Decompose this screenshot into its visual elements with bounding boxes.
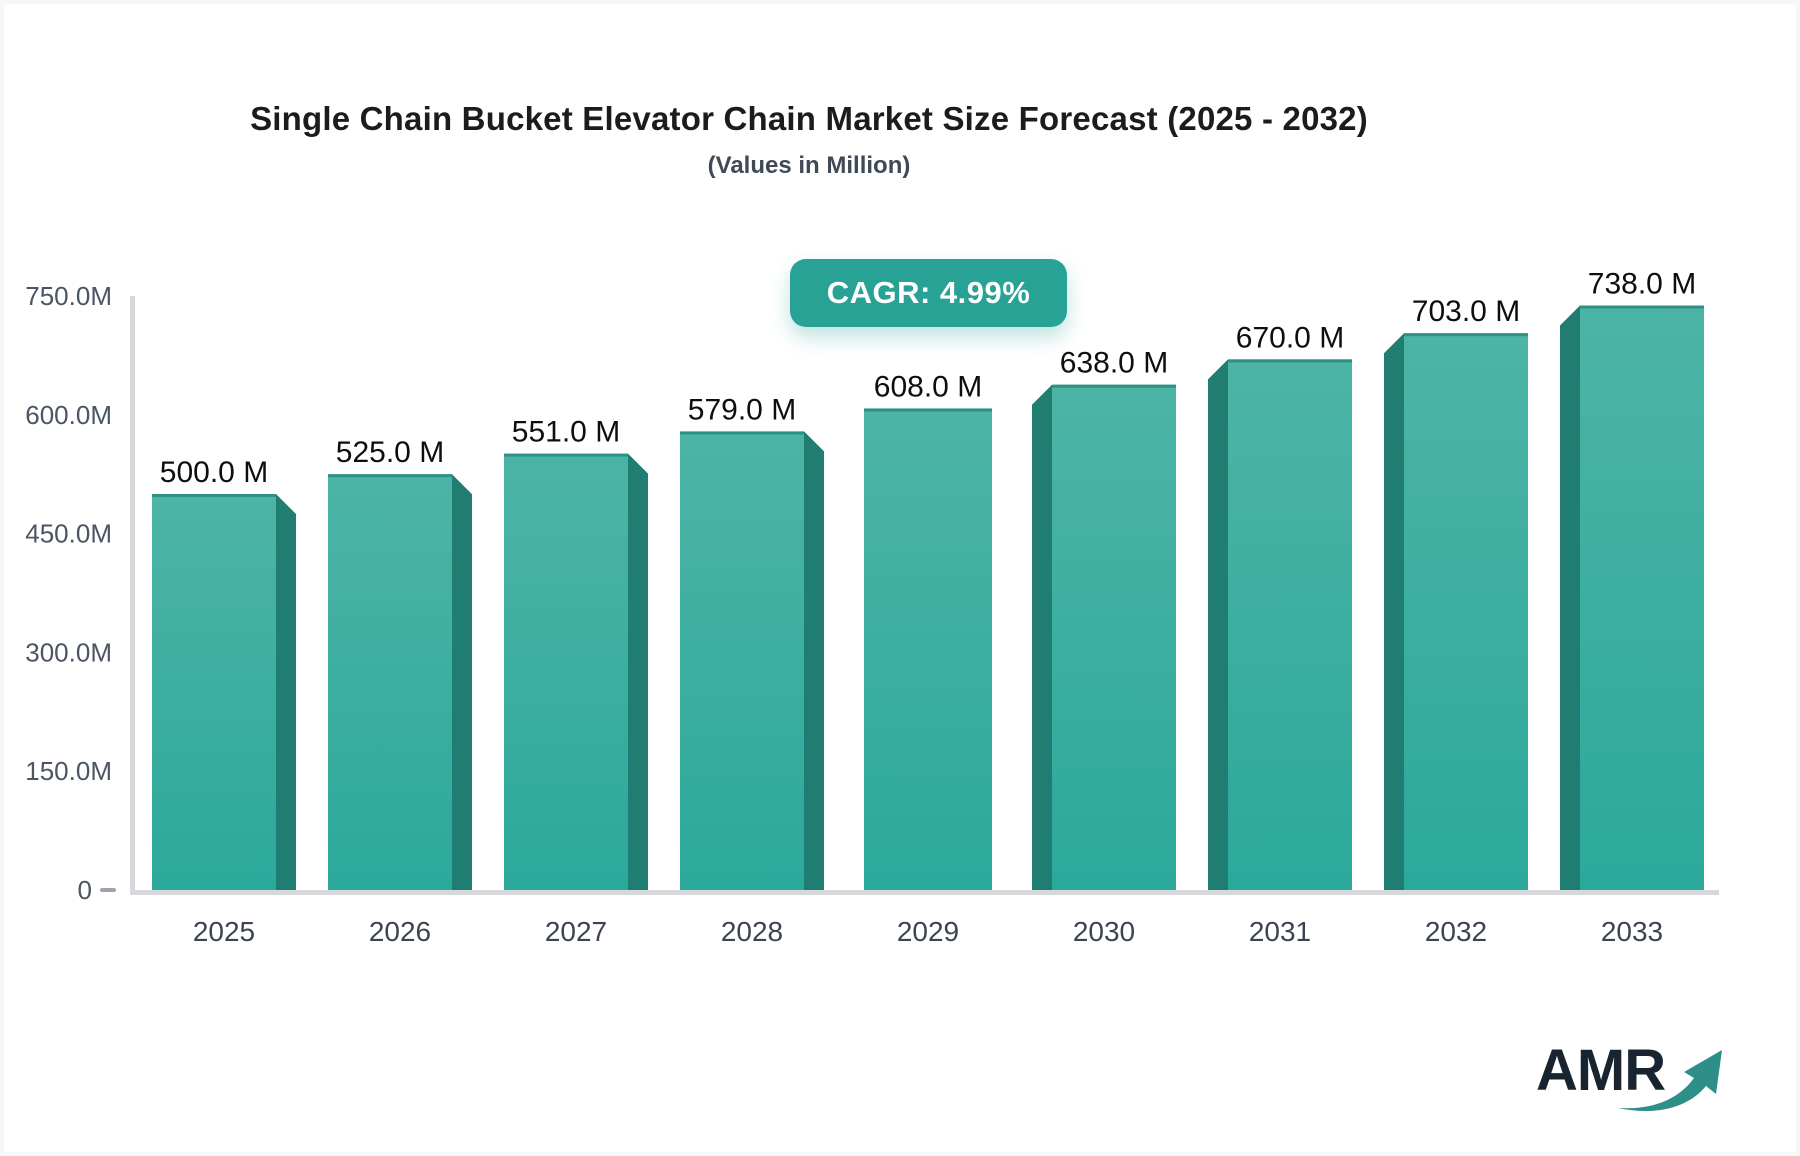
bar-side-face xyxy=(804,431,824,890)
bar xyxy=(152,494,276,890)
x-tick-label: 2026 xyxy=(369,916,431,947)
bar-value-label: 608.0 M xyxy=(874,370,982,403)
y-tick-label: 750.0M xyxy=(25,281,112,311)
cagr-badge: CAGR: 4.99% xyxy=(790,259,1067,327)
bar-top-edge xyxy=(1404,333,1528,337)
bar xyxy=(1404,333,1528,890)
bar xyxy=(1580,305,1704,890)
bar-top-edge xyxy=(864,408,992,412)
x-tick-label: 2033 xyxy=(1601,916,1663,947)
amr-logo-text: AMR xyxy=(1536,1038,1666,1103)
bar-value-label: 579.0 M xyxy=(688,393,796,426)
chart-title: Single Chain Bucket Elevator Chain Marke… xyxy=(250,100,1368,137)
bar-side-face xyxy=(276,494,296,890)
bar-side-face xyxy=(1384,333,1404,890)
y-tick-label: 600.0M xyxy=(25,400,112,430)
bar xyxy=(328,474,452,890)
bar-side-face xyxy=(628,453,648,890)
bar-top-edge xyxy=(1228,359,1352,363)
bar-top-edge xyxy=(328,474,452,478)
bar-value-label: 738.0 M xyxy=(1588,268,1696,301)
bar-top-edge xyxy=(1052,384,1176,388)
bar-value-label: 525.0 M xyxy=(336,436,444,469)
bar-side-face xyxy=(452,474,472,890)
bar xyxy=(864,408,992,890)
bar-side-face xyxy=(1032,384,1052,890)
bar-value-label: 670.0 M xyxy=(1236,321,1344,354)
y-tick-label: 450.0M xyxy=(25,519,112,549)
bar-value-label: 638.0 M xyxy=(1060,347,1168,380)
chart-subtitle: (Values in Million) xyxy=(707,152,911,179)
growth-arrow-icon xyxy=(1618,1050,1722,1112)
bar-chart: 0 150.0M 300.0M 450.0M 600.0M 750.0M 500.0 M 20… xyxy=(25,268,1719,947)
bar xyxy=(1052,384,1176,890)
bar-top-edge xyxy=(504,453,628,457)
bar xyxy=(1228,359,1352,890)
x-tick-label: 2032 xyxy=(1425,916,1487,947)
x-tick-label: 2028 xyxy=(721,916,783,947)
bar-top-edge xyxy=(1580,305,1704,309)
y-tick-label: 150.0M xyxy=(25,756,112,786)
y-axis-line xyxy=(130,296,135,890)
y-tick-label: 0 xyxy=(78,875,92,905)
x-axis-line xyxy=(130,890,1719,895)
bar-top-edge xyxy=(680,431,804,435)
bar xyxy=(680,431,804,890)
x-tick-label: 2025 xyxy=(193,916,255,947)
bar-top-edge xyxy=(152,494,276,497)
amr-logo: AMR xyxy=(1536,1042,1736,1132)
x-tick-label: 2030 xyxy=(1073,916,1135,947)
bar-side-face xyxy=(1208,359,1228,890)
x-tick-label: 2031 xyxy=(1249,916,1311,947)
x-tick-label: 2029 xyxy=(897,916,959,947)
bar-side-face xyxy=(1560,305,1580,890)
bar xyxy=(504,453,628,890)
bar-value-label: 703.0 M xyxy=(1412,295,1520,328)
cagr-badge-label: CAGR: 4.99% xyxy=(826,275,1031,310)
bar-value-label: 500.0 M xyxy=(160,456,268,489)
bar-value-label: 551.0 M xyxy=(512,416,620,449)
y-tick-label: 300.0M xyxy=(25,637,112,667)
x-tick-label: 2027 xyxy=(545,916,607,947)
zero-tick-mark xyxy=(100,888,116,892)
